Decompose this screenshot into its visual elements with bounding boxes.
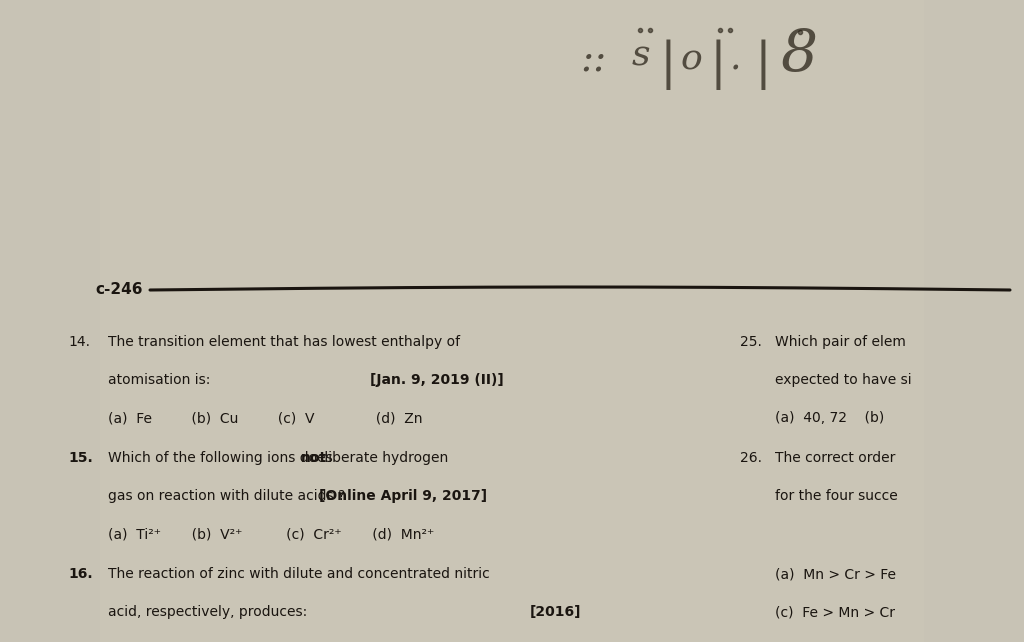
Text: Which pair of elem: Which pair of elem xyxy=(775,335,906,349)
Text: .: . xyxy=(730,43,741,77)
Text: ::: :: xyxy=(580,42,606,78)
Text: liberate hydrogen: liberate hydrogen xyxy=(319,451,447,465)
Text: 8: 8 xyxy=(780,27,817,83)
Text: atomisation is:: atomisation is: xyxy=(108,373,210,387)
Text: The correct order: The correct order xyxy=(775,451,895,465)
Text: The reaction of zinc with dilute and concentrated nitric: The reaction of zinc with dilute and con… xyxy=(108,567,489,581)
Text: o: o xyxy=(680,43,701,77)
Text: Which of the following ions does: Which of the following ions does xyxy=(108,451,337,465)
FancyBboxPatch shape xyxy=(100,0,924,642)
Text: |: | xyxy=(755,40,772,91)
Text: The transition element that has lowest enthalpy of: The transition element that has lowest e… xyxy=(108,335,460,349)
Text: |: | xyxy=(660,40,677,91)
Text: [Jan. 9, 2019 (II)]: [Jan. 9, 2019 (II)] xyxy=(370,373,504,387)
Text: [2016]: [2016] xyxy=(530,605,582,619)
Text: 25.: 25. xyxy=(740,335,762,349)
Text: c-246: c-246 xyxy=(95,282,142,297)
Text: |: | xyxy=(710,40,727,91)
Text: for the four succe: for the four succe xyxy=(775,489,898,503)
Text: not: not xyxy=(301,451,328,465)
Text: (a)  Fe         (b)  Cu         (c)  V              (d)  Zn: (a) Fe (b) Cu (c) V (d) Zn xyxy=(108,411,423,425)
Text: 16.: 16. xyxy=(68,567,92,581)
Text: 14.: 14. xyxy=(68,335,90,349)
Text: (a)  Ti²⁺       (b)  V²⁺          (c)  Cr²⁺       (d)  Mn²⁺: (a) Ti²⁺ (b) V²⁺ (c) Cr²⁺ (d) Mn²⁺ xyxy=(108,527,434,541)
Text: expected to have si: expected to have si xyxy=(775,373,911,387)
Text: 15.: 15. xyxy=(68,451,93,465)
Text: (c)  Fe > Mn > Cr: (c) Fe > Mn > Cr xyxy=(775,605,895,619)
Text: acid, respectively, produces:: acid, respectively, produces: xyxy=(108,605,307,619)
Text: gas on reaction with dilute acids ?: gas on reaction with dilute acids ? xyxy=(108,489,349,503)
Text: s: s xyxy=(632,38,650,72)
Text: [Online April 9, 2017]: [Online April 9, 2017] xyxy=(318,489,486,503)
Text: (a)  Mn > Cr > Fe: (a) Mn > Cr > Fe xyxy=(775,567,896,581)
Text: (a)  40, 72    (b): (a) 40, 72 (b) xyxy=(775,411,885,425)
Text: 26.: 26. xyxy=(740,451,762,465)
